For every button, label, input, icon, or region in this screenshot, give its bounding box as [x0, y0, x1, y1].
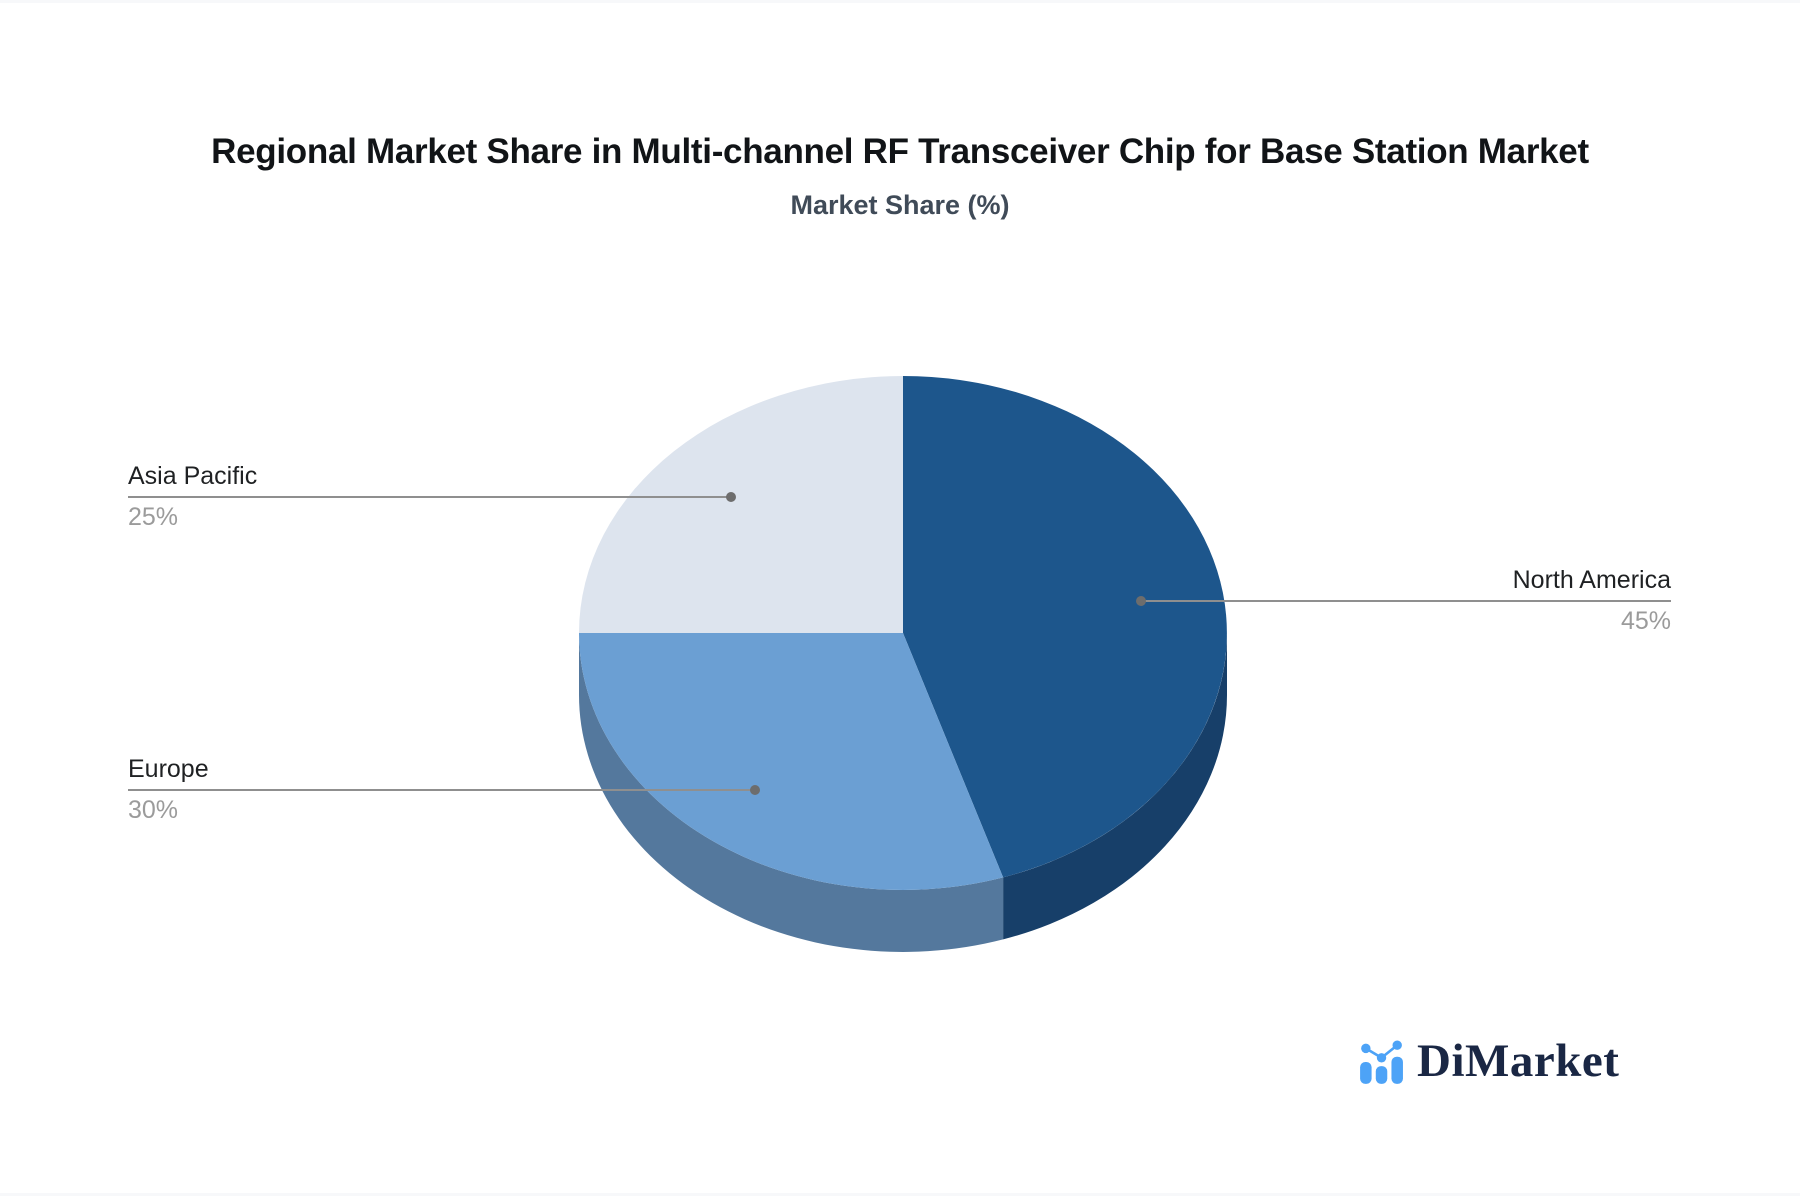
brand-logo: DiMarket [1358, 1036, 1619, 1086]
slice-value-north-america: 45% [1620, 607, 1671, 635]
callout-line-europe [128, 785, 760, 795]
top-edge-strip [0, 0, 1800, 3]
callout-europe: Europe 30% [128, 755, 760, 824]
slice-label-asia-pacific: Asia Pacific [128, 462, 258, 490]
brand-name: DiMarket [1417, 1035, 1620, 1087]
chart-title: Regional Market Share in Multi-channel R… [211, 132, 1589, 171]
callout-line-asia-pacific [128, 492, 736, 502]
slice-value-europe: 30% [128, 796, 179, 824]
callout-north-america: North America 45% [1136, 566, 1671, 635]
slice-label-europe: Europe [128, 755, 209, 783]
chart-subtitle: Market Share (%) [790, 190, 1010, 220]
bottom-edge-strip [0, 1193, 1800, 1196]
bar-line-chart-icon [1360, 1040, 1403, 1084]
slice-value-asia-pacific: 25% [128, 503, 179, 531]
callout-line-north-america [1136, 596, 1671, 606]
slice-label-north-america: North America [1512, 566, 1671, 594]
callout-asia-pacific: Asia Pacific 25% [128, 462, 736, 531]
